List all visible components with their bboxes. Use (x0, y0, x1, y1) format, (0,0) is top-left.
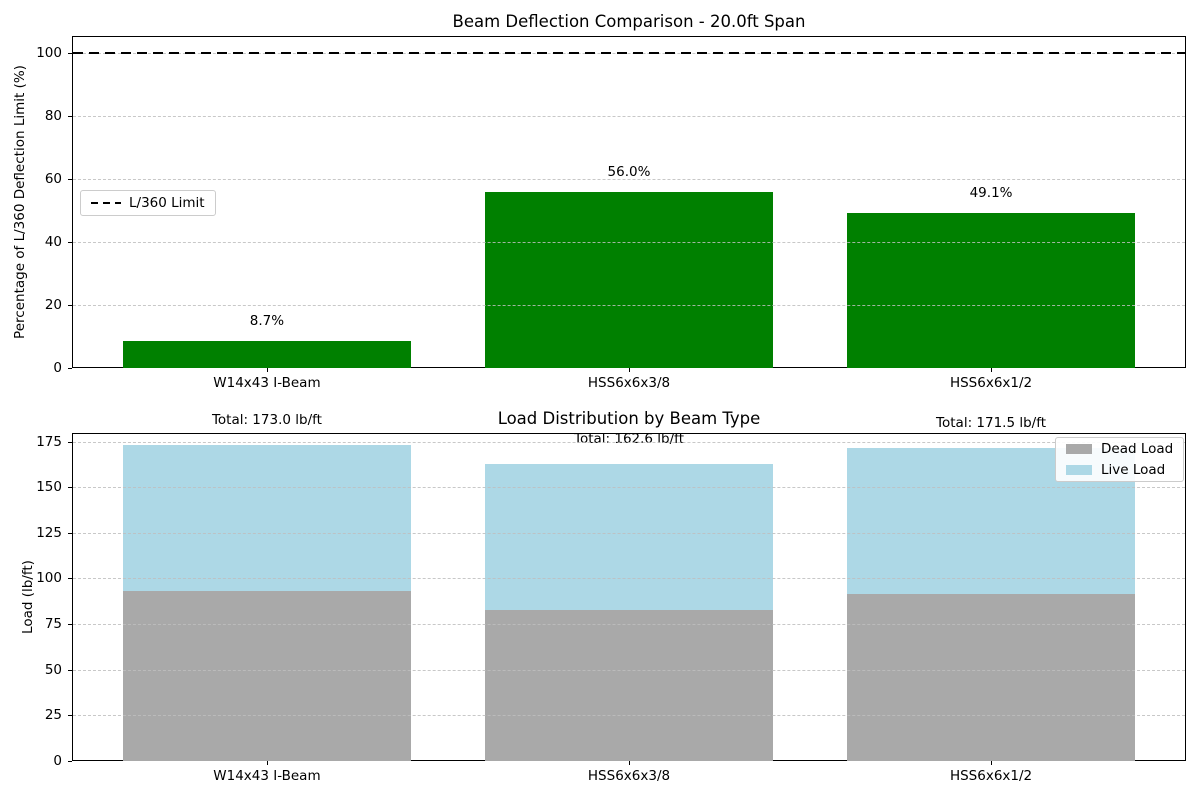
x-tick-label: HSS6x6x3/8 (587, 375, 671, 391)
x-tick-mark (991, 368, 993, 372)
x-tick-mark (266, 761, 268, 765)
y-tick-mark (68, 715, 72, 717)
value-label: 49.1% (969, 185, 1013, 202)
gridline (73, 441, 1185, 443)
deflection-legend: L/360 Limit (80, 190, 216, 216)
gridline (73, 715, 1185, 717)
gridline (73, 578, 1185, 580)
x-tick-mark (991, 761, 993, 765)
total-label: Total: 173.0 lb/ft (211, 412, 322, 429)
gridline (73, 487, 1185, 489)
live-load-legend-label: Live Load (1101, 462, 1166, 478)
y-tick-label: 0 (53, 360, 62, 376)
y-tick-mark (68, 116, 72, 118)
y-tick-label: 25 (44, 707, 62, 724)
y-tick-mark (68, 305, 72, 307)
y-tick-label: 40 (44, 234, 62, 251)
bar-dead-load (123, 591, 411, 761)
bar-live-load (485, 464, 773, 611)
y-tick-mark (68, 179, 72, 181)
y-tick-mark (68, 532, 72, 534)
value-label: 56.0% (607, 163, 651, 180)
deflection-chart-title: Beam Deflection Comparison - 20.0ft Span (452, 12, 806, 31)
y-tick-mark (68, 487, 72, 489)
y-tick-mark (68, 53, 72, 55)
y-tick-label: 150 (36, 479, 62, 496)
live-load-swatch-icon (1066, 465, 1092, 475)
dead-load-legend-label: Dead Load (1101, 441, 1174, 457)
y-tick-label: 125 (36, 524, 62, 541)
gridline (73, 179, 1185, 181)
y-tick-mark (68, 669, 72, 671)
y-tick-mark (68, 624, 72, 626)
x-tick-mark (266, 368, 268, 372)
total-label: Total: 162.6 lb/ft (574, 431, 684, 448)
legend-entry-dead-load: Dead Load (1066, 441, 1173, 457)
y-tick-label: 100 (36, 45, 62, 62)
y-tick-label: 60 (44, 171, 62, 188)
y-tick-mark (68, 441, 72, 443)
y-tick-label: 75 (44, 616, 62, 633)
bar-deflection (485, 191, 773, 368)
bar-live-load (123, 445, 411, 592)
bar-deflection (123, 340, 411, 368)
gridline (73, 305, 1185, 307)
dashed-line-sample-icon (91, 202, 121, 204)
limit-line (73, 52, 1185, 55)
gridline (73, 116, 1185, 118)
gridline (73, 669, 1185, 671)
dead-load-swatch-icon (1066, 444, 1092, 454)
gridline (73, 624, 1185, 626)
y-tick-mark (68, 368, 72, 369)
x-tick-label: HSS6x6x1/2 (949, 768, 1033, 784)
y-tick-label: 80 (44, 108, 62, 125)
bar-dead-load (847, 593, 1135, 761)
y-tick-label: 0 (53, 753, 62, 769)
x-tick-label: HSS6x6x1/2 (949, 375, 1033, 391)
y-tick-mark (68, 242, 72, 244)
x-tick-label: W14x43 I-Beam (213, 768, 321, 784)
value-label: 8.7% (249, 312, 285, 329)
bar-deflection (847, 213, 1135, 368)
y-tick-label: 100 (36, 570, 62, 587)
x-tick-label: HSS6x6x3/8 (587, 768, 671, 784)
gridline (73, 242, 1185, 244)
gridline (73, 532, 1185, 534)
y-tick-mark (68, 761, 72, 762)
x-tick-mark (629, 761, 630, 765)
x-tick-mark (629, 368, 630, 372)
load-legend: Dead Load Live Load (1055, 437, 1185, 482)
load-chart-title: Load Distribution by Beam Type (497, 409, 761, 428)
legend-entry-live-load: Live Load (1066, 462, 1173, 478)
total-label: Total: 171.5 lb/ft (936, 414, 1047, 431)
y-tick-label: 50 (44, 661, 62, 678)
y-tick-label: 20 (44, 297, 62, 314)
x-tick-label: W14x43 I-Beam (213, 375, 321, 391)
y-tick-mark (68, 578, 72, 580)
y-tick-label: 175 (36, 433, 62, 450)
limit-legend-label: L/360 Limit (129, 195, 205, 211)
bar-dead-load (485, 610, 773, 761)
